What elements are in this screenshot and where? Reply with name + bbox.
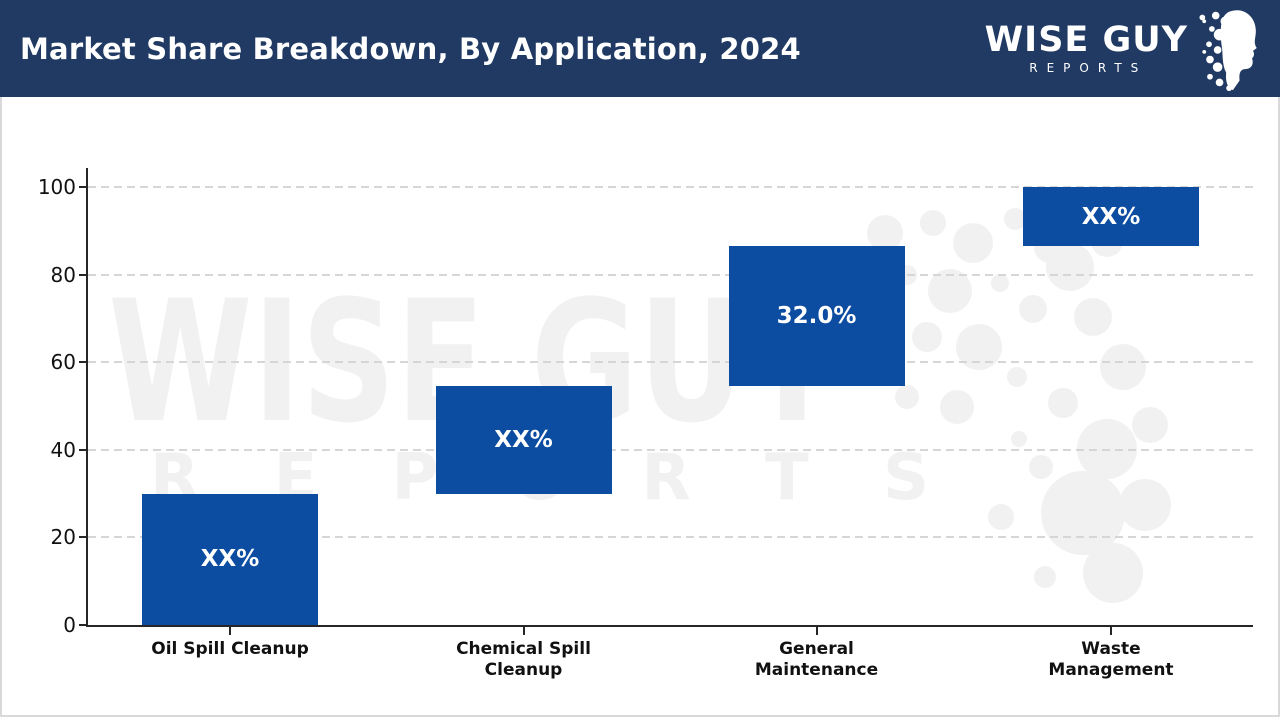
- y-tick-mark: [79, 273, 88, 276]
- card-border-right: [1278, 97, 1280, 717]
- y-tick-label: 40: [50, 437, 76, 462]
- gridline: [88, 361, 1253, 364]
- page-title: Market Share Breakdown, By Application, …: [20, 31, 801, 66]
- header: Market Share Breakdown, By Application, …: [0, 0, 1280, 97]
- card-border-bottom: [0, 715, 1280, 717]
- category-label: General Maintenance: [754, 639, 879, 680]
- brand-subname: REPORTS: [1029, 61, 1148, 75]
- y-tick-label: 100: [37, 175, 76, 199]
- y-tick-label: 80: [50, 262, 76, 287]
- y-tick-mark: [79, 624, 88, 626]
- card-border-left: [0, 97, 2, 717]
- bar-general-maintenance: 32.0%: [728, 246, 905, 387]
- brand-logo-text: WISE GUY REPORTS: [984, 20, 1188, 75]
- gridline: [88, 536, 1253, 539]
- y-tick-mark: [79, 536, 88, 539]
- brand-name: WISE GUY: [984, 20, 1188, 60]
- x-axis-spine: [86, 625, 1253, 627]
- gridline: [88, 186, 1253, 188]
- y-tick-label: 60: [50, 350, 76, 375]
- gridline: [88, 273, 1253, 276]
- bar-value-label: XX%: [1081, 203, 1141, 230]
- x-tick-mark: [229, 626, 231, 635]
- category-label: Waste Management: [1048, 639, 1174, 680]
- category-label: Oil Spill Cleanup: [151, 639, 309, 659]
- bar-value-label: XX%: [200, 546, 260, 573]
- y-tick-label: 20: [50, 525, 76, 550]
- brand-logo: WISE GUY REPORTS: [985, 6, 1280, 92]
- bar-oil-spill-cleanup: XX%: [142, 493, 318, 625]
- gridline: [88, 448, 1253, 451]
- bar-value-label: XX%: [494, 426, 553, 453]
- x-tick-mark: [522, 626, 525, 635]
- x-tick-mark: [815, 626, 818, 635]
- y-tick-mark: [79, 186, 88, 188]
- bar-chemical-spill-cleanup: XX%: [435, 386, 612, 494]
- x-tick-mark: [1110, 626, 1112, 635]
- y-axis-spine: [86, 168, 88, 627]
- bar-value-label: 32.0%: [776, 303, 857, 330]
- bar-waste-management: XX%: [1023, 187, 1199, 247]
- y-tick-mark: [79, 361, 88, 364]
- category-label: Chemical Spill Cleanup: [456, 639, 591, 680]
- head-profile-logo-icon: [1199, 9, 1257, 91]
- y-tick-label: 0: [63, 613, 76, 637]
- y-tick-mark: [79, 448, 88, 451]
